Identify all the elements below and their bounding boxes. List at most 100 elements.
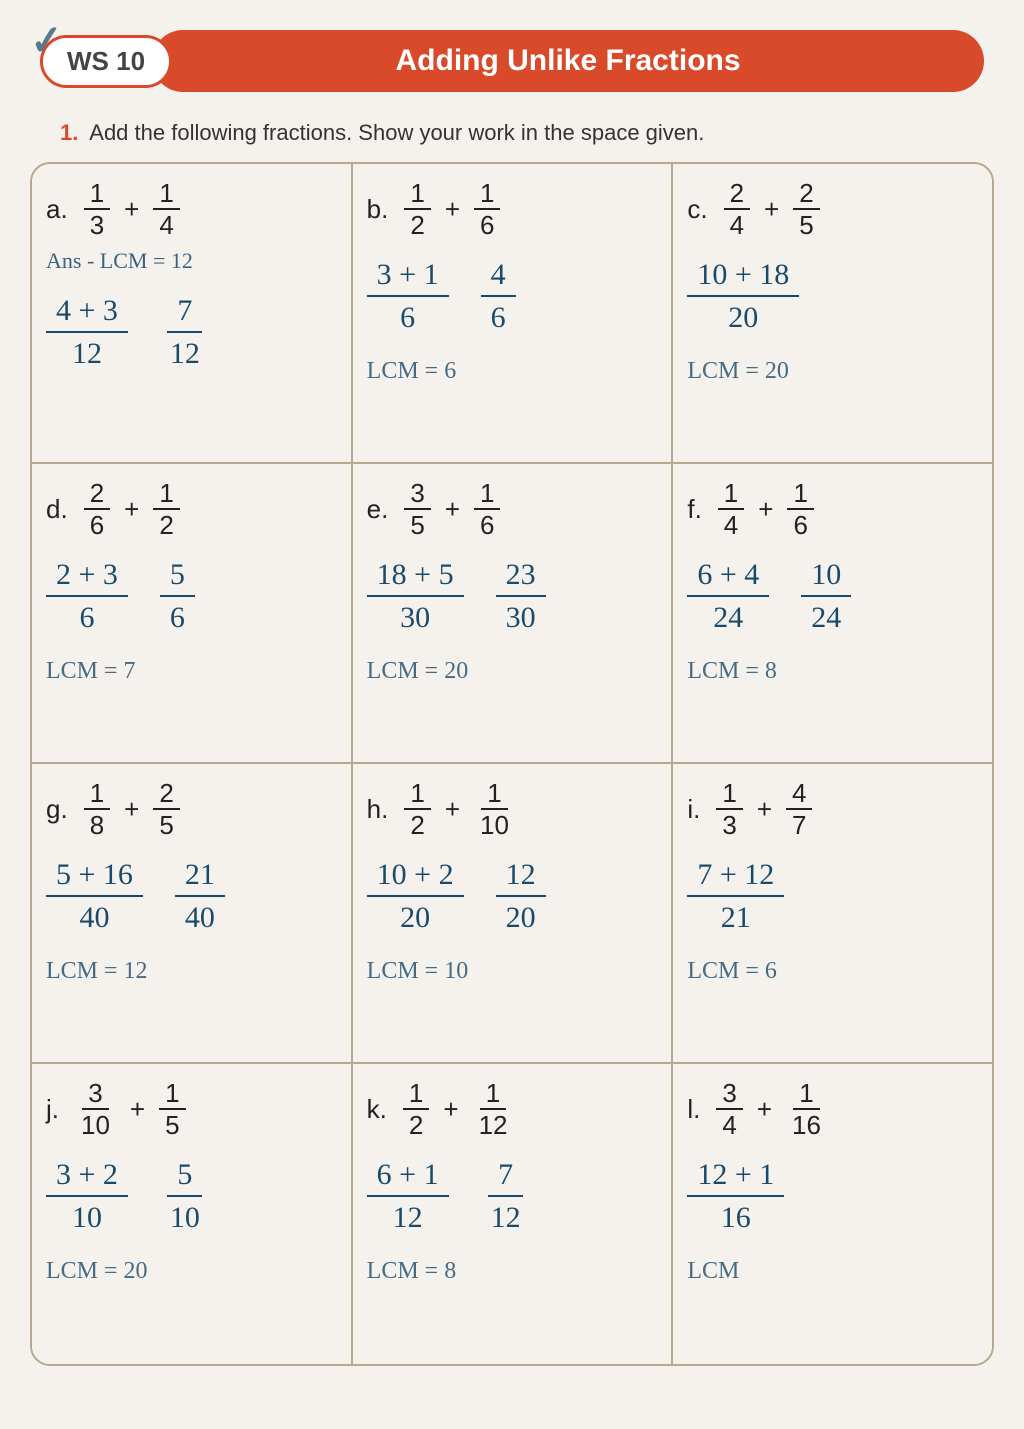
- denominator: 30: [496, 597, 546, 634]
- denominator: 6: [474, 510, 500, 538]
- denominator: 40: [69, 897, 119, 934]
- plus-sign: +: [441, 194, 464, 225]
- denominator: 4: [724, 210, 750, 238]
- numerator: 1: [84, 780, 110, 810]
- plus-sign: +: [753, 1094, 776, 1125]
- handwritten-fraction: 56: [160, 558, 195, 634]
- numerator: 3: [716, 1080, 742, 1110]
- header: ✓ WS 10 Adding Unlike Fractions: [0, 0, 1024, 112]
- denominator: 24: [801, 597, 851, 634]
- problem-cell: b.12+163 + 1646LCM = 6: [353, 164, 674, 464]
- numerator: 23: [496, 558, 546, 597]
- handwritten-fraction: 46: [481, 258, 516, 334]
- plus-sign: +: [126, 1094, 149, 1125]
- handwritten-fraction: 3 + 16: [367, 258, 449, 334]
- denominator: 6: [474, 210, 500, 238]
- numerator: 1: [481, 780, 507, 810]
- fraction: 112: [473, 1080, 514, 1138]
- denominator: 6: [390, 297, 425, 334]
- fraction: 47: [786, 780, 812, 838]
- numerator: 4: [786, 780, 812, 810]
- denominator: 16: [786, 1110, 827, 1138]
- denominator: 21: [711, 897, 761, 934]
- denominator: 7: [786, 810, 812, 838]
- fraction: 15: [159, 1080, 185, 1138]
- numerator: 2 + 3: [46, 558, 128, 597]
- numerator: 3: [82, 1080, 108, 1110]
- numerator: 10 + 2: [367, 858, 464, 897]
- handwritten-fraction: 2140: [175, 858, 225, 934]
- handwritten-lcm: LCM = 20: [687, 358, 978, 385]
- denominator: 12: [62, 333, 112, 370]
- numerator: 1: [404, 180, 430, 210]
- problem-expression: a.13+14: [46, 180, 337, 238]
- fraction: 13: [84, 180, 110, 238]
- fraction: 18: [84, 780, 110, 838]
- problem-letter: f.: [687, 494, 701, 525]
- numerator: 3 + 2: [46, 1158, 128, 1197]
- numerator: 1: [480, 1080, 506, 1110]
- denominator: 10: [160, 1197, 210, 1234]
- denominator: 20: [718, 297, 768, 334]
- numerator: 2: [153, 780, 179, 810]
- problem-letter: d.: [46, 494, 68, 525]
- fraction: 34: [716, 1080, 742, 1138]
- plus-sign: +: [439, 1094, 462, 1125]
- denominator: 2: [153, 510, 179, 538]
- fraction: 16: [787, 480, 813, 538]
- fraction: 35: [404, 480, 430, 538]
- problem-expression: e.35+16: [367, 480, 658, 538]
- denominator: 10: [62, 1197, 112, 1234]
- numerator: 1: [718, 480, 744, 510]
- denominator: 12: [160, 333, 210, 370]
- problem-letter: e.: [367, 494, 389, 525]
- grid-row: d.26+122 + 3656LCM = 7e.35+1618 + 530233…: [32, 464, 992, 764]
- denominator: 8: [84, 810, 110, 838]
- fraction: 25: [793, 180, 819, 238]
- denominator: 20: [496, 897, 546, 934]
- fraction: 310: [75, 1080, 116, 1138]
- denominator: 6: [481, 297, 516, 334]
- problem-expression: c.24+25: [687, 180, 978, 238]
- fraction: 12: [404, 780, 430, 838]
- denominator: 2: [404, 210, 430, 238]
- handwritten-fraction: 10 + 220: [367, 858, 464, 934]
- handwritten-fraction: 7 + 1221: [687, 858, 784, 934]
- problem-letter: g.: [46, 794, 68, 825]
- problem-cell: f.14+166 + 4241024LCM = 8: [673, 464, 992, 764]
- denominator: 2: [404, 810, 430, 838]
- problem-cell: h.12+11010 + 2201220LCM = 10: [353, 764, 674, 1064]
- numerator: 3 + 1: [367, 258, 449, 297]
- handwritten-work: 12 + 116: [687, 1158, 978, 1234]
- problem-letter: j.: [46, 1094, 59, 1125]
- denominator: 5: [793, 210, 819, 238]
- numerator: 21: [175, 858, 225, 897]
- numerator: 10 + 18: [687, 258, 799, 297]
- problem-expression: b.12+16: [367, 180, 658, 238]
- denominator: 12: [481, 1197, 531, 1234]
- numerator: 2: [793, 180, 819, 210]
- problem-cell: j.310+153 + 210510LCM = 20: [32, 1064, 353, 1364]
- fraction: 12: [153, 480, 179, 538]
- grid-row: a.13+14Ans - LCM = 124 + 312712b.12+163 …: [32, 164, 992, 464]
- instruction-number: 1.: [60, 120, 78, 145]
- numerator: 7: [488, 1158, 523, 1197]
- problem-expression: d.26+12: [46, 480, 337, 538]
- numerator: 1: [159, 1080, 185, 1110]
- numerator: 1: [474, 180, 500, 210]
- denominator: 5: [153, 810, 179, 838]
- handwritten-fraction: 510: [160, 1158, 210, 1234]
- numerator: 1: [474, 480, 500, 510]
- problem-expression: i.13+47: [687, 780, 978, 838]
- fraction: 14: [153, 180, 179, 238]
- numerator: 1: [403, 1080, 429, 1110]
- plus-sign: +: [120, 194, 143, 225]
- handwritten-work: 5 + 16402140: [46, 858, 337, 934]
- denominator: 24: [703, 597, 753, 634]
- grid-row: j.310+153 + 210510LCM = 20k.12+1126 + 11…: [32, 1064, 992, 1364]
- handwritten-fraction: 6 + 424: [687, 558, 769, 634]
- handwritten-work: 7 + 1221: [687, 858, 978, 934]
- denominator: 2: [403, 1110, 429, 1138]
- denominator: 4: [153, 210, 179, 238]
- handwritten-fraction: 3 + 210: [46, 1158, 128, 1234]
